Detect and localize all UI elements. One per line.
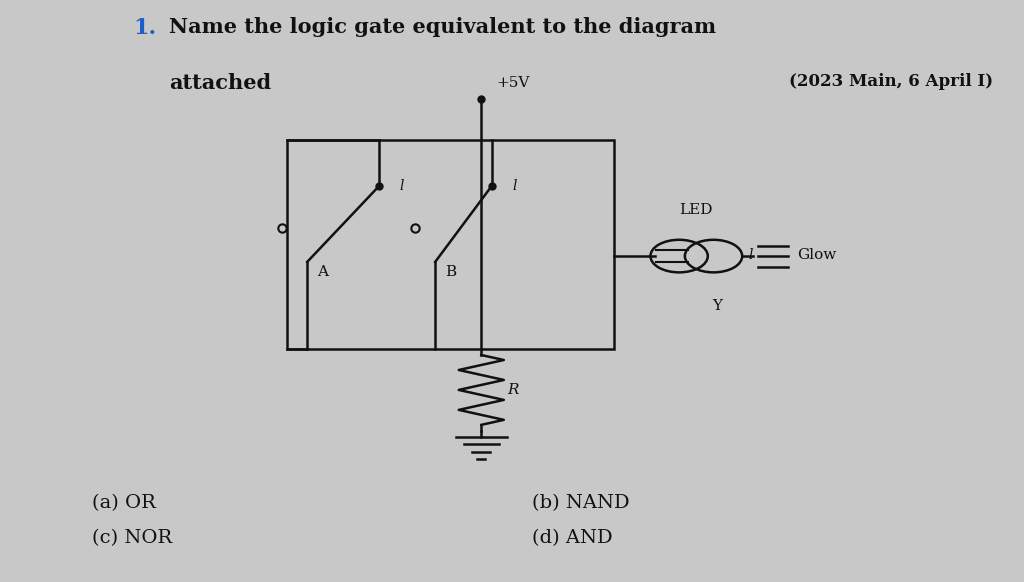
Text: Name the logic gate equivalent to the diagram: Name the logic gate equivalent to the di… — [169, 17, 716, 37]
Text: l: l — [399, 179, 403, 193]
Text: Glow: Glow — [797, 248, 836, 262]
Text: 1.: 1. — [133, 17, 157, 40]
Text: +5V: +5V — [497, 76, 530, 90]
Text: l: l — [512, 179, 516, 193]
Text: (d) AND: (d) AND — [532, 529, 613, 547]
Text: (2023 Main, 6 April I): (2023 Main, 6 April I) — [790, 73, 993, 90]
Text: LED: LED — [680, 203, 713, 217]
Text: (a) OR: (a) OR — [92, 494, 156, 512]
Text: (b) NAND: (b) NAND — [532, 494, 630, 512]
Text: A: A — [317, 265, 329, 279]
Text: attached: attached — [169, 73, 271, 93]
Text: (c) NOR: (c) NOR — [92, 529, 172, 547]
Text: l: l — [749, 248, 753, 262]
Bar — [287, 140, 614, 349]
Text: R: R — [507, 383, 518, 397]
Text: B: B — [445, 265, 457, 279]
Text: Y: Y — [712, 299, 722, 313]
